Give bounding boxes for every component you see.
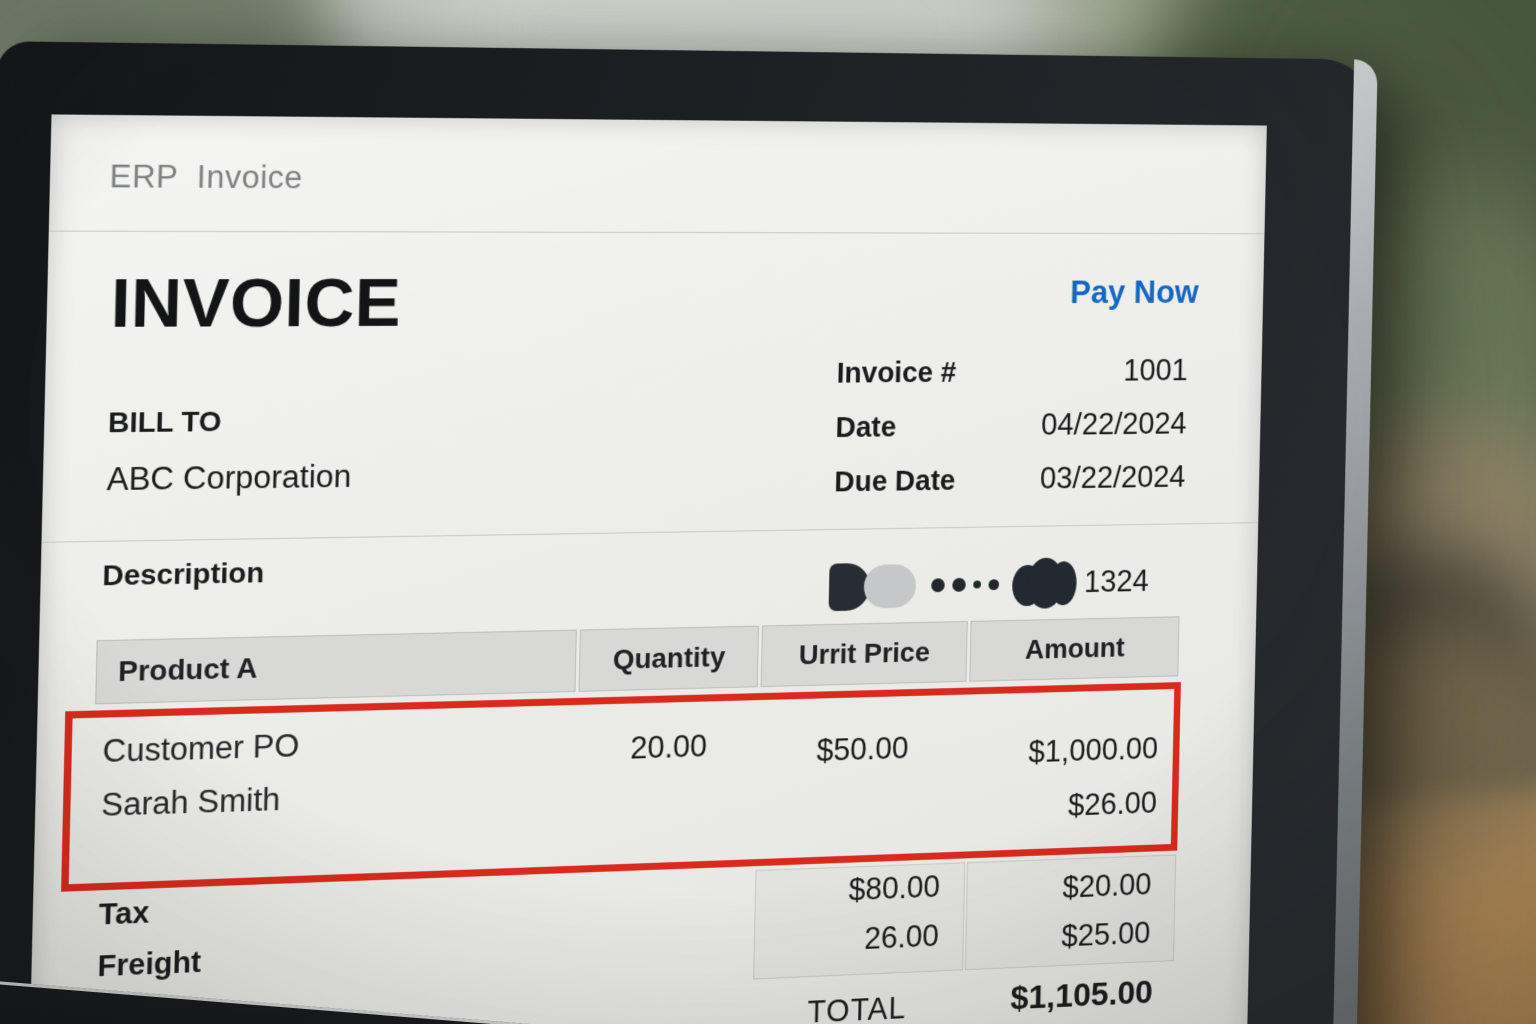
invoice-number-label: Invoice #	[836, 357, 957, 390]
pay-now-button[interactable]: Pay Now	[1069, 273, 1200, 310]
freight-label: Freight	[97, 946, 202, 984]
column-header-description: Product A	[95, 629, 578, 705]
laptop-bezel: ERP Invoice INVOICE Pay Now Invoice # 10…	[0, 41, 1378, 1024]
invoice-due-date-label: Due Date	[833, 465, 956, 499]
card-chip-blob-icon	[1011, 557, 1078, 609]
section-divider	[41, 522, 1259, 543]
bill-to-name: ABC Corporation	[106, 458, 352, 498]
column-header-unit-price: Urrit Price	[760, 620, 968, 688]
invoice-due-date-value: 03/22/2024	[1039, 459, 1186, 496]
bill-to-label: BILL TO	[107, 405, 222, 439]
tax-amount: $20.00	[1062, 867, 1152, 905]
app-header-title: ERP Invoice	[109, 158, 304, 196]
invoice-number-value: 1001	[1123, 353, 1189, 388]
invoice-screen: ERP Invoice INVOICE Pay Now Invoice # 10…	[22, 114, 1267, 1024]
total-value: $1,105.00	[1010, 973, 1154, 1018]
tax-unit-price: $80.00	[848, 869, 941, 908]
total-label: TOTAL	[807, 990, 907, 1024]
laptop-edge-rim	[1328, 59, 1378, 1024]
tax-label: Tax	[98, 896, 150, 932]
masked-digits-icon	[931, 577, 1000, 593]
card-last-digits: 1324	[1083, 563, 1150, 599]
column-header-quantity: Quantity	[578, 625, 759, 692]
column-header-amount: Amount	[969, 616, 1180, 682]
invoice-date-label: Date	[835, 411, 897, 444]
payment-card-row: 1324	[828, 555, 1149, 614]
invoice-due-date-row: Due Date 03/22/2024	[834, 459, 1186, 499]
invoice-date-row: Date 04/22/2024	[835, 406, 1187, 445]
page-title: INVOICE	[109, 264, 403, 343]
header-divider	[48, 230, 1265, 235]
invoice-date-value: 04/22/2024	[1040, 406, 1187, 442]
invoice-number-row: Invoice # 1001	[836, 353, 1188, 390]
card-brand-icon-light	[863, 564, 917, 609]
description-label: Description	[102, 556, 265, 592]
